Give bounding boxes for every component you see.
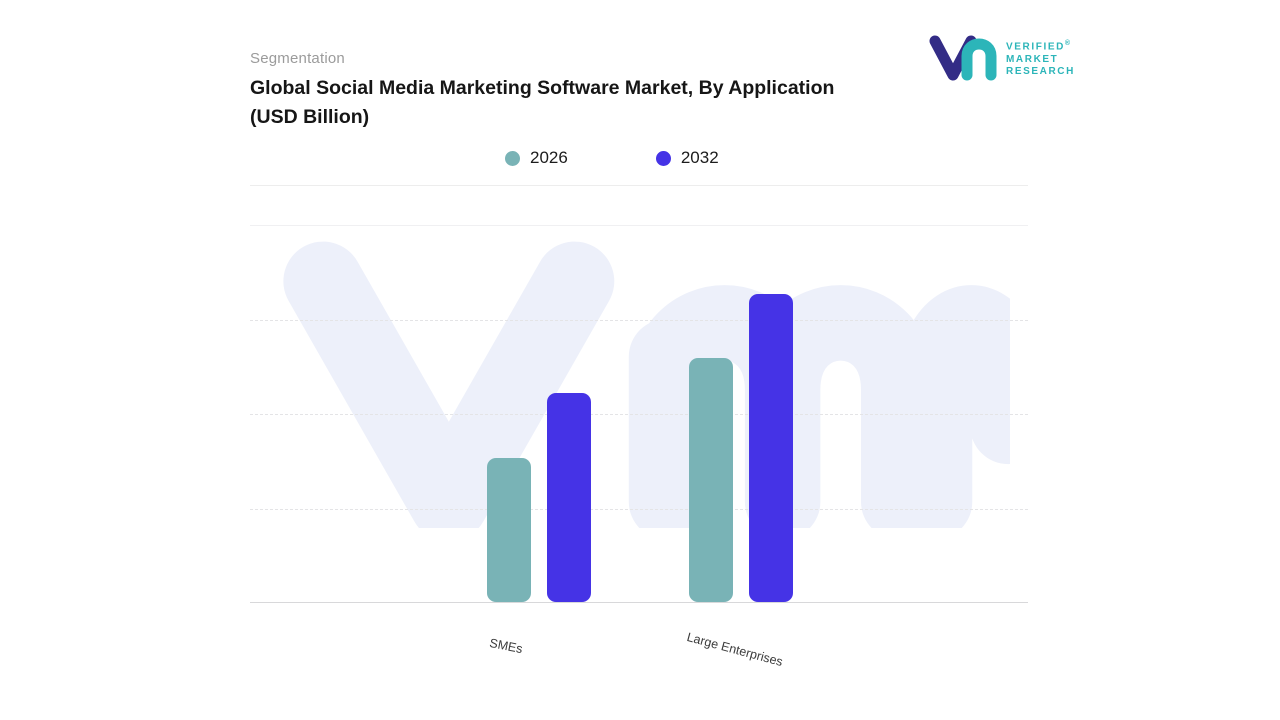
vmr-logo: VERIFIED® MARKET RESEARCH (928, 34, 1075, 82)
category-label-large-enterprises: Large Enterprises (685, 630, 785, 670)
page-title-line1: Global Social Media Marketing Software M… (250, 77, 835, 99)
logo-text-line3: RESEARCH (1006, 65, 1075, 77)
logo-text-line1: VERIFIED® (1006, 40, 1071, 53)
plot-area (250, 225, 1028, 603)
legend-swatch-2032 (655, 150, 671, 166)
header-divider (250, 185, 1028, 186)
bar-group-large-enterprises (689, 294, 793, 602)
category-label-smes: SMEs (488, 636, 524, 657)
gridline (250, 414, 1028, 415)
page-title: Global Social Media Marketing Software M… (250, 74, 950, 132)
registered-mark: ® (1064, 40, 1071, 48)
bar-2032-large-enterprises (749, 294, 793, 602)
gridline (250, 320, 1028, 321)
x-axis-baseline (250, 602, 1028, 603)
vmr-logo-text: VERIFIED® MARKET RESEARCH (1006, 38, 1075, 77)
bar-2032-smes (547, 393, 591, 602)
legend-item-2026: 2026 (505, 148, 568, 168)
bar-2026-smes (487, 458, 531, 602)
legend-label-2032: 2032 (680, 148, 719, 167)
gridline (250, 225, 1028, 226)
eyebrow-label: Segmentation (250, 50, 345, 67)
gridline (250, 509, 1028, 510)
bar-group-smes (487, 393, 591, 602)
page-title-line2: (USD Billion) (250, 106, 370, 128)
legend-item-2032: 2032 (655, 148, 719, 168)
bar-2026-large-enterprises (689, 358, 733, 602)
legend-label-2026: 2026 (530, 148, 568, 167)
logo-text-line2: MARKET (1006, 53, 1059, 65)
legend-swatch-2026 (505, 150, 520, 166)
vmr-logo-mark (929, 35, 997, 81)
chart-legend: 2026 2032 (505, 148, 719, 168)
